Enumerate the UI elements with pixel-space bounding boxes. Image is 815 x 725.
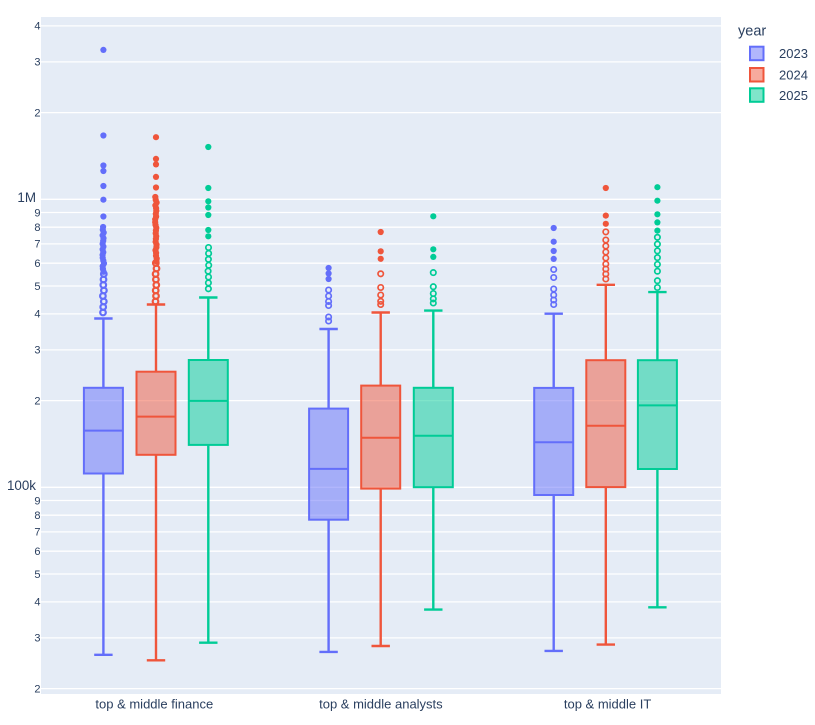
svg-text:5: 5 <box>34 569 40 581</box>
svg-text:2023: 2023 <box>779 46 808 61</box>
svg-text:5: 5 <box>34 281 40 293</box>
svg-text:3: 3 <box>34 345 40 357</box>
svg-text:2024: 2024 <box>779 68 808 83</box>
svg-text:3: 3 <box>34 633 40 645</box>
svg-text:7: 7 <box>34 527 40 539</box>
svg-text:9: 9 <box>34 207 40 219</box>
svg-text:6: 6 <box>34 258 40 270</box>
svg-text:2: 2 <box>34 107 40 119</box>
svg-text:4: 4 <box>34 21 40 33</box>
svg-text:year: year <box>738 24 766 40</box>
svg-text:7: 7 <box>34 239 40 251</box>
svg-text:top & middle finance: top & middle finance <box>95 697 213 712</box>
svg-text:2025: 2025 <box>779 88 808 103</box>
svg-text:3: 3 <box>34 57 40 69</box>
svg-text:top & middle analysts: top & middle analysts <box>319 697 443 712</box>
svg-text:4: 4 <box>34 309 40 321</box>
svg-text:4: 4 <box>34 597 40 609</box>
svg-text:8: 8 <box>34 510 40 522</box>
svg-text:6: 6 <box>34 546 40 558</box>
svg-text:1M: 1M <box>17 190 36 205</box>
svg-text:100k: 100k <box>7 478 36 493</box>
svg-text:9: 9 <box>34 495 40 507</box>
svg-text:top & middle IT: top & middle IT <box>564 697 651 712</box>
svg-text:8: 8 <box>34 222 40 234</box>
svg-text:2: 2 <box>34 683 40 695</box>
svg-text:2: 2 <box>34 395 40 407</box>
